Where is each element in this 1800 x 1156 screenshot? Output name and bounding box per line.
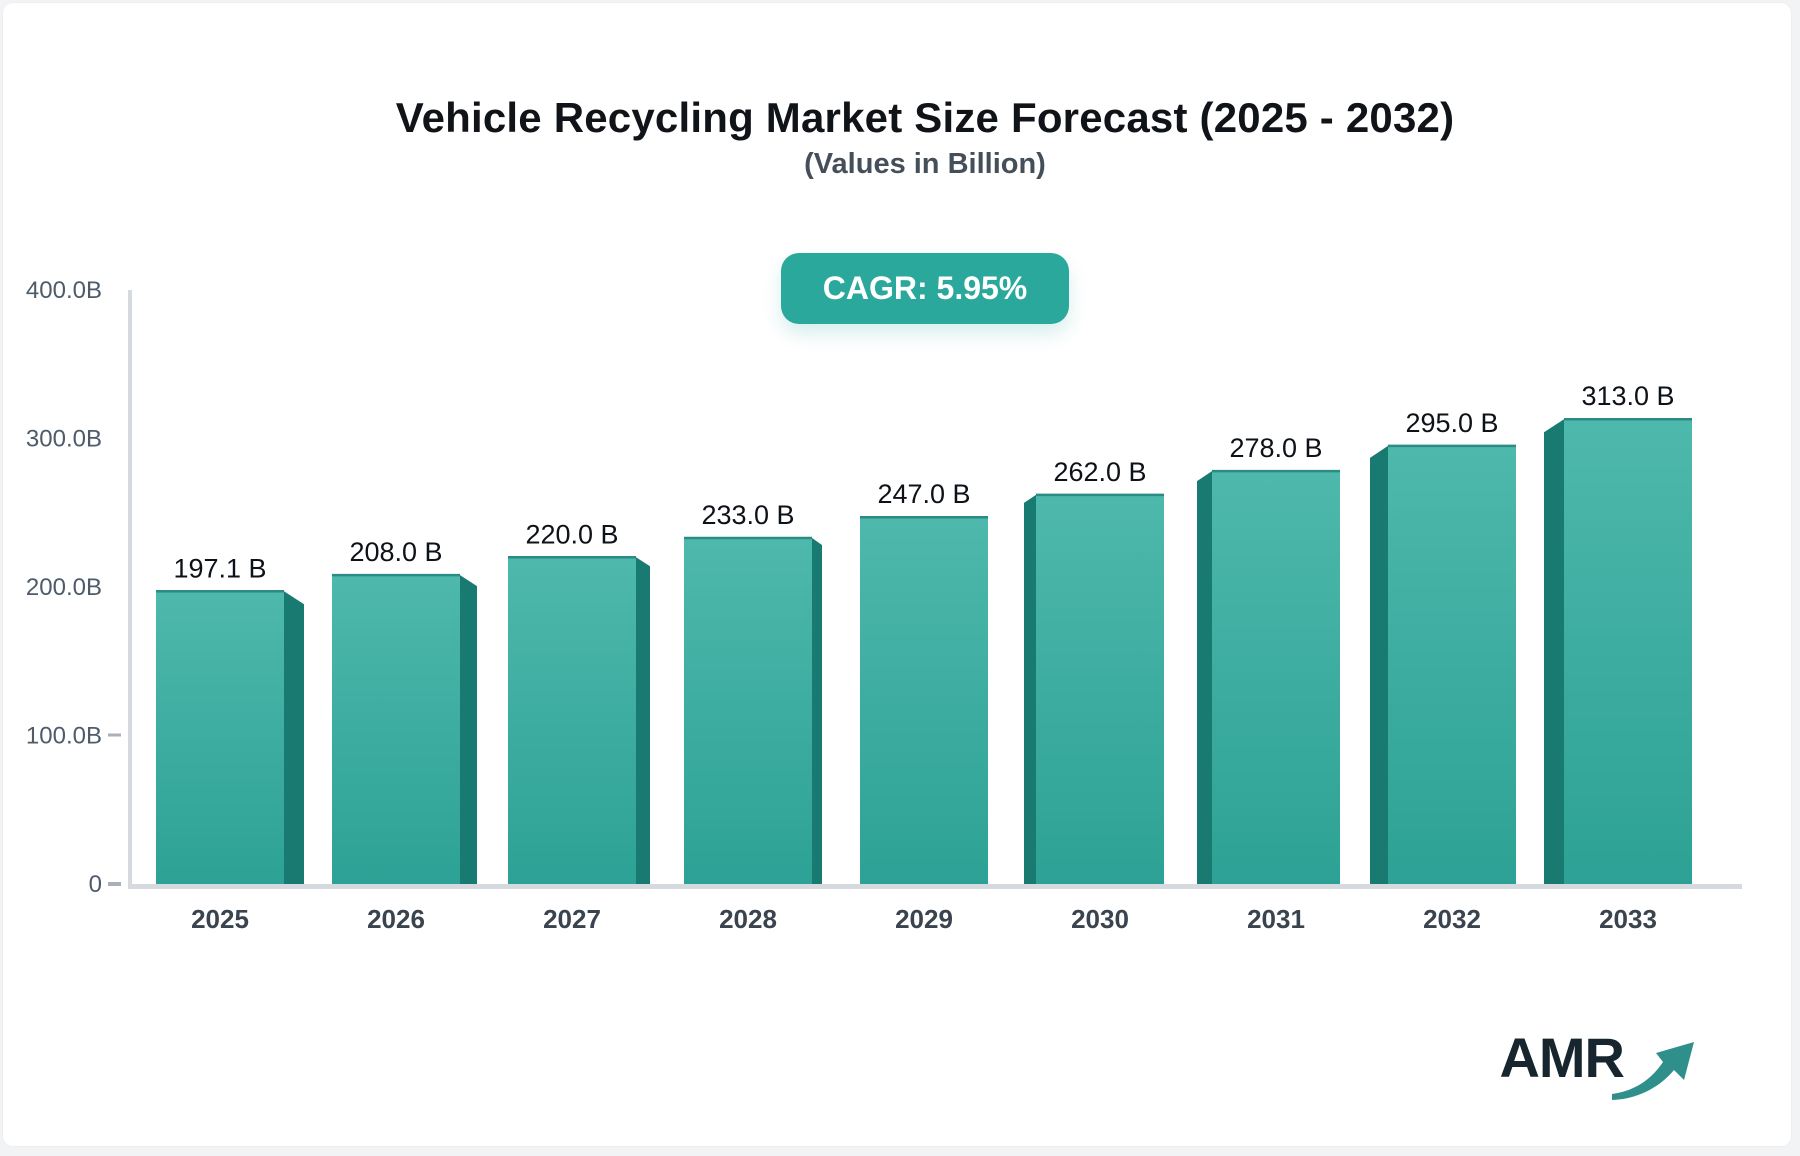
- bar-face: [508, 557, 636, 887]
- chart-subtitle: (Values in Billion): [804, 148, 1046, 180]
- page-title: Vehicle Recycling Market Size Forecast (…: [395, 94, 1455, 141]
- x-axis-line: [128, 884, 1742, 889]
- amr-logo-text: AMR: [1499, 1026, 1625, 1089]
- bar-group: 295.0 B 2032: [1370, 408, 1516, 934]
- amr-logo: AMR: [1499, 1030, 1698, 1104]
- bar-face: [1036, 494, 1164, 887]
- bar-face: [1388, 445, 1516, 887]
- x-axis-tick: [108, 883, 121, 886]
- x-axis-label: 2032: [1423, 904, 1481, 934]
- bar-group: 208.0 B 2026: [332, 537, 477, 934]
- bar-side: [1197, 471, 1212, 887]
- bar-side: [284, 591, 304, 887]
- y-axis-label: 0: [89, 871, 102, 898]
- bar-group: 313.0 B 2033: [1544, 381, 1692, 934]
- bar-group: 233.0 B 2028: [684, 500, 822, 934]
- bar-value-label: 233.0 B: [701, 500, 794, 530]
- bar-value-label: 262.0 B: [1053, 457, 1146, 487]
- bar-face: [1564, 419, 1692, 887]
- bar-value-label: 313.0 B: [1581, 381, 1674, 411]
- x-axis-label: 2025: [191, 904, 249, 934]
- bar-value-label: 295.0 B: [1405, 408, 1498, 438]
- bar-face: [684, 537, 812, 887]
- bar-value-label: 247.0 B: [877, 479, 970, 509]
- x-axis-label: 2028: [719, 904, 777, 934]
- bar-side: [812, 537, 822, 887]
- bar-value-label: 278.0 B: [1229, 433, 1322, 463]
- growth-arrow-icon: [1612, 1042, 1694, 1100]
- cagr-badge-band: CAGR: 5.95%: [50, 253, 1800, 324]
- x-axis-label: 2029: [895, 904, 953, 934]
- bar-group: 220.0 B 2027: [508, 519, 650, 934]
- bar-face: [1212, 471, 1340, 887]
- bar-face: [156, 591, 284, 887]
- bar-value-label: 197.1 B: [173, 553, 266, 583]
- y-axis-line: [128, 290, 132, 889]
- x-axis-label: 2027: [543, 904, 601, 934]
- y-axis-label: 300.0B: [26, 426, 102, 453]
- x-axis-label: 2026: [367, 904, 425, 934]
- bar-group: 278.0 B 2031: [1197, 433, 1340, 934]
- bar-group: 247.0 B 2029: [860, 479, 988, 934]
- x-axis-label: 2030: [1071, 904, 1129, 934]
- cagr-badge: CAGR: 5.95%: [780, 253, 1070, 324]
- bar-side: [460, 575, 477, 887]
- x-axis-label: 2033: [1599, 904, 1657, 934]
- bar-side: [636, 557, 650, 887]
- bar-side: [1370, 445, 1388, 887]
- bar-value-label: 208.0 B: [349, 537, 442, 567]
- bar-side: [1544, 419, 1564, 887]
- bar-side: [1024, 494, 1036, 887]
- bar-face: [332, 575, 460, 887]
- bar-group: 197.1 B 2025: [156, 553, 304, 934]
- y-axis-label: 100.0B: [26, 723, 102, 750]
- x-axis-label: 2031: [1247, 904, 1305, 934]
- bar-value-label: 220.0 B: [525, 519, 618, 549]
- bar-group: 262.0 B 2030: [1024, 457, 1164, 934]
- bar-face: [860, 517, 988, 887]
- y-axis-tick: [108, 733, 121, 737]
- y-axis-label: 400.0B: [26, 277, 102, 304]
- y-axis-label: 200.0B: [26, 574, 102, 601]
